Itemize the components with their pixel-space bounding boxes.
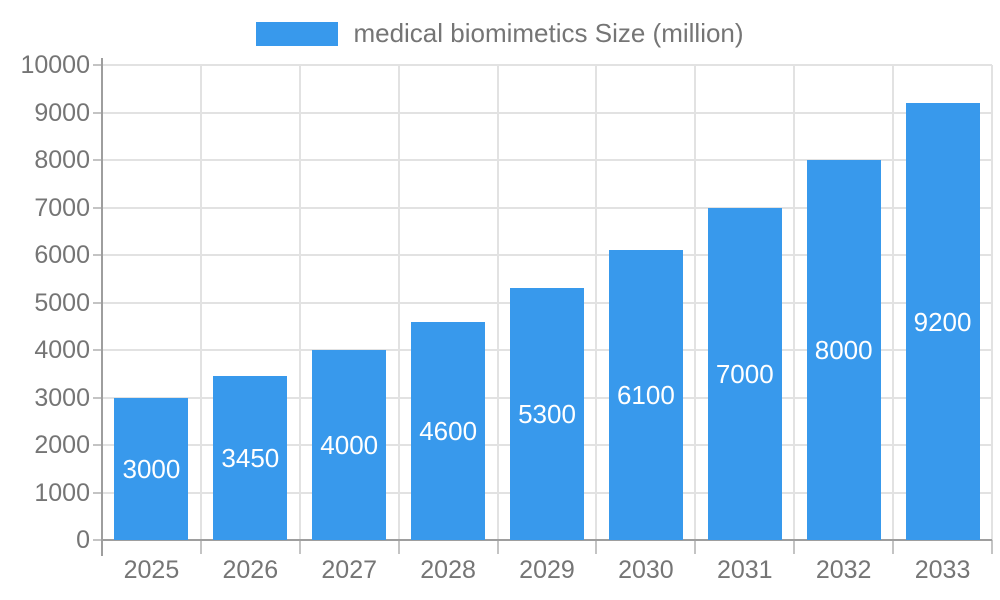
y-tick-label: 2000 <box>34 431 90 459</box>
x-axis-tick <box>397 540 400 554</box>
bar-2025[interactable]: 3000 <box>114 397 189 540</box>
x-gridline <box>892 65 895 540</box>
x-tick-label-2033: 2033 <box>914 556 971 584</box>
y-axis-tick <box>93 539 101 541</box>
y-tick-label: 1000 <box>34 478 90 507</box>
x-axis-tick <box>199 540 202 554</box>
y-gridline <box>102 206 992 209</box>
bar-value-label: 7000 <box>715 358 774 389</box>
x-tick-label-2031: 2031 <box>716 556 773 584</box>
y-axis-tick <box>93 64 101 66</box>
x-gridline <box>496 65 499 540</box>
bar-value-label: 6100 <box>616 380 675 411</box>
x-tick-label-2030: 2030 <box>618 556 674 584</box>
y-tick-label: 0 <box>76 526 90 554</box>
x-axis-tick <box>595 540 598 554</box>
bar-value-label: 9200 <box>913 306 972 337</box>
y-axis-tick <box>93 301 101 304</box>
y-tick-label: 5000 <box>34 288 90 317</box>
y-tick-label: 8000 <box>34 146 90 174</box>
y-tick-label: 6000 <box>34 241 90 269</box>
x-tick-label-2025: 2025 <box>123 556 180 584</box>
y-tick-label: 7000 <box>34 193 90 222</box>
x-axis-tick <box>991 540 993 554</box>
y-gridline <box>102 64 992 66</box>
legend-label: medical biomimetics Size (million) <box>353 18 744 48</box>
x-tick-label-2032: 2032 <box>815 556 872 584</box>
y-tick-label: 3000 <box>34 383 90 412</box>
y-axis-tick <box>93 111 101 114</box>
bar-2030[interactable]: 6100 <box>608 250 683 540</box>
y-gridline <box>102 111 992 114</box>
bar-value-label: 3450 <box>221 443 280 474</box>
x-gridline <box>793 65 796 540</box>
x-gridline <box>298 65 301 540</box>
x-axis-line <box>101 539 992 541</box>
y-axis-line <box>101 58 103 556</box>
y-axis-tick <box>93 206 101 209</box>
x-gridline <box>694 65 697 540</box>
x-gridline <box>991 65 993 540</box>
y-tick-label: 9000 <box>34 98 90 127</box>
bar-value-label: 4000 <box>320 430 379 460</box>
bar-2031[interactable]: 7000 <box>707 207 782 540</box>
y-axis-tick <box>93 159 101 161</box>
bar-value-label: 5300 <box>518 399 576 430</box>
x-axis-tick <box>298 540 301 554</box>
x-gridline <box>397 65 400 540</box>
legend-swatch-icon <box>256 21 339 46</box>
y-axis-tick <box>93 254 101 256</box>
y-tick-label: 4000 <box>34 336 90 364</box>
x-tick-label-2026: 2026 <box>222 556 279 584</box>
x-tick-label-2029: 2029 <box>519 556 575 584</box>
legend[interactable]: medical biomimetics Size (million) <box>0 18 1000 49</box>
bar-value-label: 3000 <box>122 453 181 484</box>
x-gridline <box>595 65 598 540</box>
x-gridline <box>199 65 202 540</box>
bar-2032[interactable]: 8000 <box>806 160 881 540</box>
bar-2027[interactable]: 4000 <box>312 350 387 540</box>
bar-2026[interactable]: 3450 <box>213 376 288 540</box>
y-axis-tick <box>93 396 101 399</box>
bar-2028[interactable]: 4600 <box>411 321 486 540</box>
y-tick-label: 10000 <box>20 51 90 79</box>
bar-2033[interactable]: 9200 <box>905 103 980 540</box>
y-axis-tick <box>93 444 101 446</box>
y-gridline <box>102 159 992 161</box>
x-tick-label-2027: 2027 <box>321 556 378 584</box>
x-axis-tick <box>892 540 895 554</box>
y-axis-tick <box>93 491 101 494</box>
y-axis-tick <box>93 349 101 351</box>
x-axis-tick <box>793 540 796 554</box>
x-tick-label-2028: 2028 <box>420 556 476 584</box>
x-axis-tick <box>496 540 499 554</box>
x-axis-tick <box>694 540 697 554</box>
bar-2029[interactable]: 5300 <box>510 288 584 540</box>
y-gridline <box>102 254 992 256</box>
bar-value-label: 4600 <box>419 415 478 446</box>
bar-value-label: 8000 <box>814 335 873 365</box>
